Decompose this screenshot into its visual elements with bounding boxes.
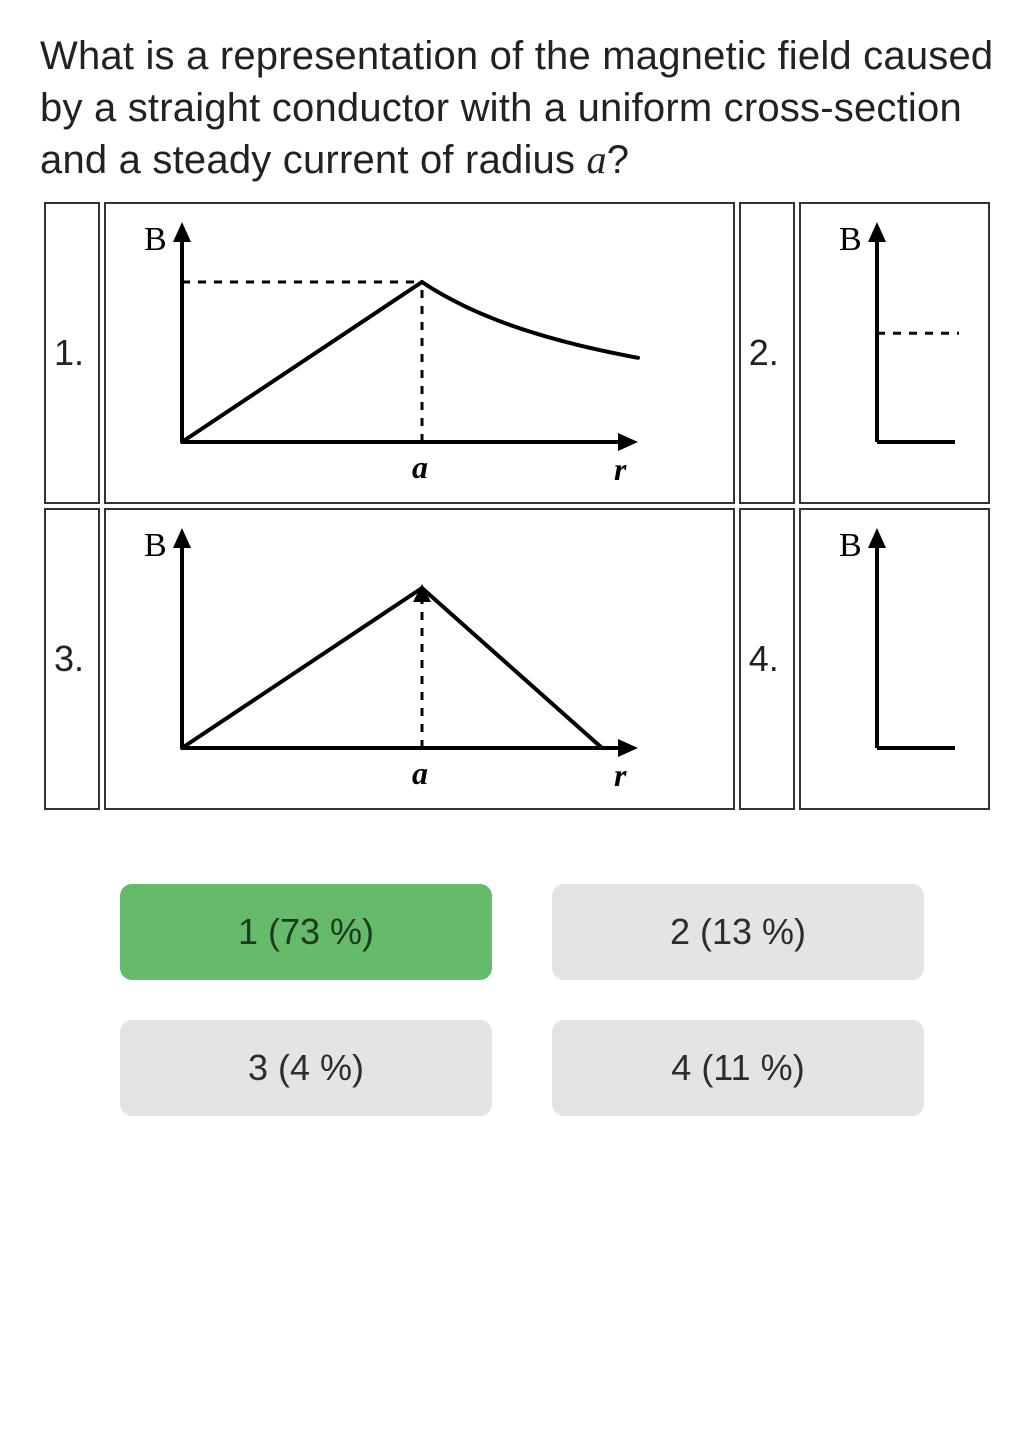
question-text: What is a representation of the magnetic… — [40, 30, 994, 186]
svg-text:a: a — [412, 449, 428, 485]
answer-label: 1 (73 %) — [238, 911, 374, 953]
svg-text:r: r — [614, 451, 627, 487]
option-graph-1: Ba r — [104, 202, 735, 504]
options-table: 1. Ba r 2. B 3. Ba r 4. B — [40, 198, 994, 814]
option-number-4: 4. — [739, 508, 795, 810]
option-number-3: 3. — [44, 508, 100, 810]
answer-label: 4 (11 %) — [671, 1047, 804, 1089]
option-graph-4: B — [799, 508, 990, 810]
answer-label: 3 (4 %) — [248, 1047, 364, 1089]
option-number-1: 1. — [44, 202, 100, 504]
answer-option-1[interactable]: 1 (73 %) — [120, 884, 492, 980]
answer-option-3[interactable]: 3 (4 %) — [120, 1020, 492, 1116]
svg-text:B: B — [839, 527, 862, 564]
answer-label: 2 (13 %) — [670, 911, 806, 953]
svg-text:B: B — [144, 221, 167, 258]
svg-text:r: r — [614, 757, 627, 793]
question-body: What is a representation of the magnetic… — [40, 34, 993, 182]
svg-text:B: B — [839, 221, 862, 258]
option-graph-2: B — [799, 202, 990, 504]
question-var: a — [587, 137, 607, 182]
question-tail: ? — [607, 138, 629, 182]
answer-option-2[interactable]: 2 (13 %) — [552, 884, 924, 980]
option-number-2: 2. — [739, 202, 795, 504]
answer-option-4[interactable]: 4 (11 %) — [552, 1020, 924, 1116]
option-graph-3: Ba r — [104, 508, 735, 810]
answers-grid: 1 (73 %) 2 (13 %) 3 (4 %) 4 (11 %) — [40, 884, 994, 1116]
svg-text:B: B — [144, 527, 167, 564]
svg-text:a: a — [412, 755, 428, 791]
